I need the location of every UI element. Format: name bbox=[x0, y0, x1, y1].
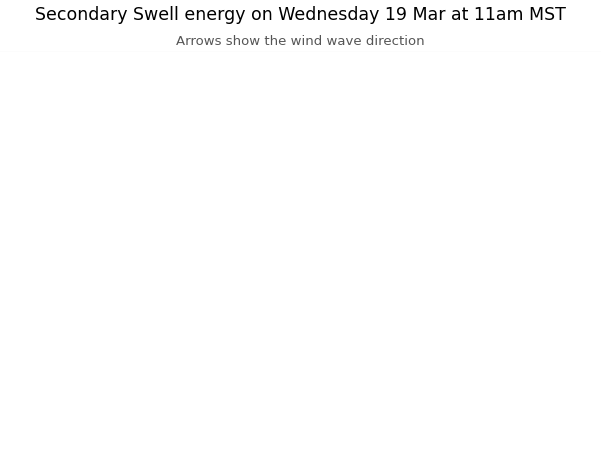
Text: Cartopy not available: Cartopy not available bbox=[225, 251, 376, 265]
Text: Arrows show the wind wave direction: Arrows show the wind wave direction bbox=[176, 35, 425, 48]
Text: Secondary Swell energy on Wednesday 19 Mar at 11am MST: Secondary Swell energy on Wednesday 19 M… bbox=[35, 6, 566, 24]
